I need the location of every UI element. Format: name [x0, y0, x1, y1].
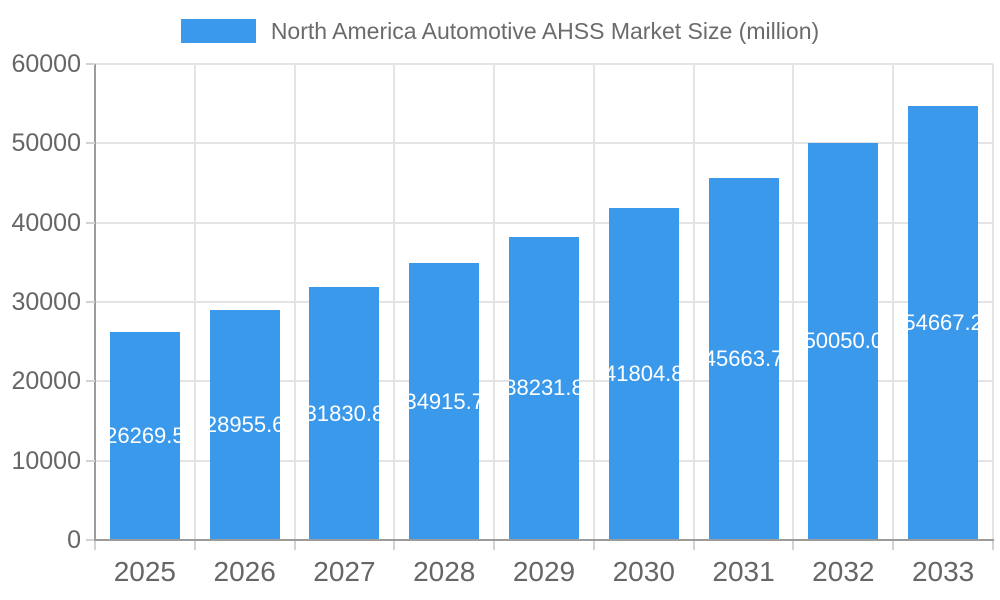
gridline-vertical — [293, 64, 296, 540]
y-axis-tick — [86, 301, 95, 303]
y-axis-tick-label: 60000 — [11, 50, 81, 78]
x-axis-tick — [193, 541, 196, 550]
bar-value-label: 41804.8 — [608, 361, 679, 387]
legend[interactable]: North America Automotive AHSS Market Siz… — [0, 17, 1000, 45]
bar[interactable]: 45663.7 — [708, 177, 779, 540]
y-axis-tick-label: 30000 — [11, 288, 81, 316]
gridline-vertical — [393, 64, 396, 540]
bar-value-label: 38231.8 — [509, 375, 579, 401]
y-axis-line — [94, 64, 96, 542]
x-axis-tick — [94, 541, 96, 550]
gridline-horizontal — [95, 63, 993, 65]
legend-label: North America Automotive AHSS Market Siz… — [270, 17, 820, 44]
y-axis-tick-label: 10000 — [11, 446, 81, 475]
x-axis-tick — [393, 541, 396, 550]
x-axis-tick — [293, 541, 296, 550]
x-axis-tick — [692, 541, 695, 550]
bar-value-label: 26269.5 — [109, 422, 180, 448]
bar[interactable]: 28955.6 — [209, 310, 280, 540]
x-axis-tick-label: 2028 — [413, 556, 476, 587]
gridline-vertical — [792, 64, 795, 540]
x-axis-tick-label: 2029 — [512, 556, 576, 587]
gridline-vertical — [592, 64, 595, 540]
gridline-vertical — [892, 64, 895, 540]
bar[interactable]: 31830.8 — [309, 287, 380, 540]
bar[interactable]: 38231.8 — [509, 236, 579, 540]
gridline-vertical — [493, 64, 496, 540]
y-axis-tick — [86, 142, 95, 145]
y-axis-tick-label: 20000 — [11, 367, 81, 396]
x-axis-tick — [592, 541, 595, 550]
bar-value-label: 31830.8 — [309, 400, 380, 426]
y-axis-tick — [86, 63, 95, 65]
bar-value-label: 28955.6 — [209, 412, 280, 438]
bar[interactable]: 54667.2 — [908, 106, 979, 540]
bar-value-label: 45663.7 — [708, 345, 779, 371]
y-axis-tick — [86, 459, 95, 462]
x-axis-tick-label: 2032 — [812, 556, 875, 587]
gridline-vertical — [992, 64, 994, 540]
gridline-horizontal — [95, 221, 993, 224]
bar-value-label: 34915.7 — [409, 388, 480, 414]
y-axis-tick-label: 50000 — [11, 129, 81, 158]
y-axis-tick — [86, 221, 95, 224]
bar[interactable]: 50050.0 — [808, 142, 879, 540]
x-axis-tick — [992, 541, 994, 550]
legend-swatch — [180, 19, 256, 43]
x-axis-tick-label: 2027 — [313, 556, 376, 587]
bar[interactable]: 34915.7 — [409, 263, 480, 540]
bar[interactable]: 26269.5 — [109, 331, 180, 540]
gridline-horizontal — [95, 142, 993, 145]
x-axis-line — [94, 539, 994, 541]
x-axis-tick-label: 2033 — [911, 556, 975, 587]
bar-value-label: 50050.0 — [808, 328, 879, 354]
x-axis-tick — [792, 541, 795, 550]
gridline-vertical — [193, 64, 196, 540]
y-axis-tick — [86, 539, 95, 541]
y-axis-tick-label: 40000 — [11, 208, 81, 237]
gridline-vertical — [692, 64, 695, 540]
y-axis-tick-label: 0 — [67, 526, 81, 554]
y-axis-tick — [86, 380, 95, 383]
x-axis-tick-label: 2026 — [213, 556, 276, 587]
x-axis-tick-label: 2030 — [612, 556, 675, 587]
x-axis-tick — [892, 541, 895, 550]
x-axis-tick-label: 2025 — [113, 556, 177, 587]
x-axis-tick-label: 2031 — [712, 556, 775, 587]
plot-area: 26269.5 28955.6 31830.8 34915.7 38231.8 41804… — [95, 63, 994, 540]
bar[interactable]: 41804.8 — [608, 208, 679, 540]
bar-value-label: 54667.2 — [908, 310, 979, 336]
x-axis-tick — [493, 541, 496, 550]
